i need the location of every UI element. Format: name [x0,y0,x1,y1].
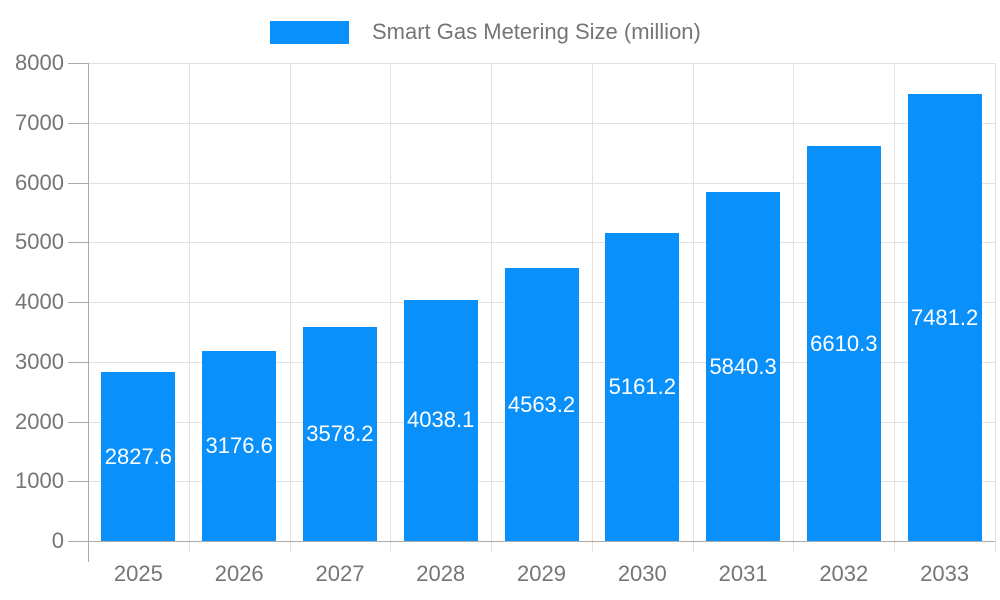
gridline-v [894,63,895,541]
bar-value-label: 3176.6 [205,433,273,459]
y-axis-tick [68,422,88,423]
bar: 2827.6 [101,372,176,541]
x-axis-line [68,541,995,542]
bar-value-label: 5161.2 [608,373,676,399]
legend-swatch [270,20,349,44]
x-axis-tick [592,541,593,552]
bar: 4563.2 [504,268,579,541]
x-axis-tick [290,541,291,552]
gridline-v [693,63,694,541]
bar: 3176.6 [202,351,277,541]
y-axis-line [88,63,89,562]
y-tick-label: 4000 [15,289,64,314]
x-axis-tick [390,541,391,552]
bar: 7481.2 [907,94,982,541]
y-tick-label: 8000 [15,50,64,75]
x-tick-label: 2029 [517,561,566,586]
x-tick-label: 2027 [315,561,365,586]
gridline-v [390,63,391,541]
y-axis-tick [68,123,88,124]
bar-value-label: 6610.3 [810,330,878,356]
y-tick-label: 1000 [15,468,64,493]
x-tick-label: 2032 [819,561,869,586]
y-tick-label: 5000 [15,229,64,254]
y-axis-tick [68,242,88,243]
bar: 4038.1 [403,299,478,541]
y-axis-tick [68,481,88,482]
gridline-h [88,183,995,184]
x-tick-label: 2026 [214,561,264,586]
y-tick-label: 0 [51,528,64,553]
x-axis-tick [793,541,794,552]
x-axis-tick [189,541,190,552]
bar: 3578.2 [302,327,377,541]
x-axis-tick [995,541,996,552]
bar-value-label: 4038.1 [407,407,475,433]
bar-value-label: 4563.2 [507,391,576,417]
bar: 5840.3 [706,192,781,541]
y-tick-label: 6000 [15,170,64,195]
x-tick-label: 2028 [416,561,466,586]
y-tick-label: 7000 [15,110,64,135]
gridline-v [290,63,291,541]
y-axis-tick [68,362,88,363]
legend: Smart Gas Metering Size (million) [270,19,701,45]
bar-value-label: 7481.2 [910,304,979,330]
gridline-v [592,63,593,541]
bar-value-label: 2827.6 [104,443,173,469]
x-tick-label: 2031 [718,561,768,586]
bar-value-label: 5840.3 [709,353,777,379]
bar-value-label: 3578.2 [306,421,374,447]
x-tick-label: 2030 [617,561,667,586]
gridline-v [793,63,794,541]
y-axis-tick [68,63,88,64]
y-axis-tick [68,183,88,184]
x-tick-label: 2033 [920,561,970,586]
gridline-h [88,242,995,243]
y-tick-label: 2000 [15,409,64,434]
gridline-v [995,63,996,541]
gridline-v [491,63,492,541]
x-tick-label: 2025 [113,561,163,586]
y-tick-label: 3000 [15,349,64,374]
bar: 5161.2 [605,232,680,541]
x-axis-tick [693,541,694,552]
gridline-h [88,123,995,124]
x-axis-tick [894,541,895,552]
gridline-h [88,63,995,64]
bar: 6610.3 [806,146,881,541]
gridline-v [189,63,190,541]
x-axis-tick [491,541,492,552]
legend-label: Smart Gas Metering Size (million) [372,19,701,44]
y-axis-tick [68,302,88,303]
